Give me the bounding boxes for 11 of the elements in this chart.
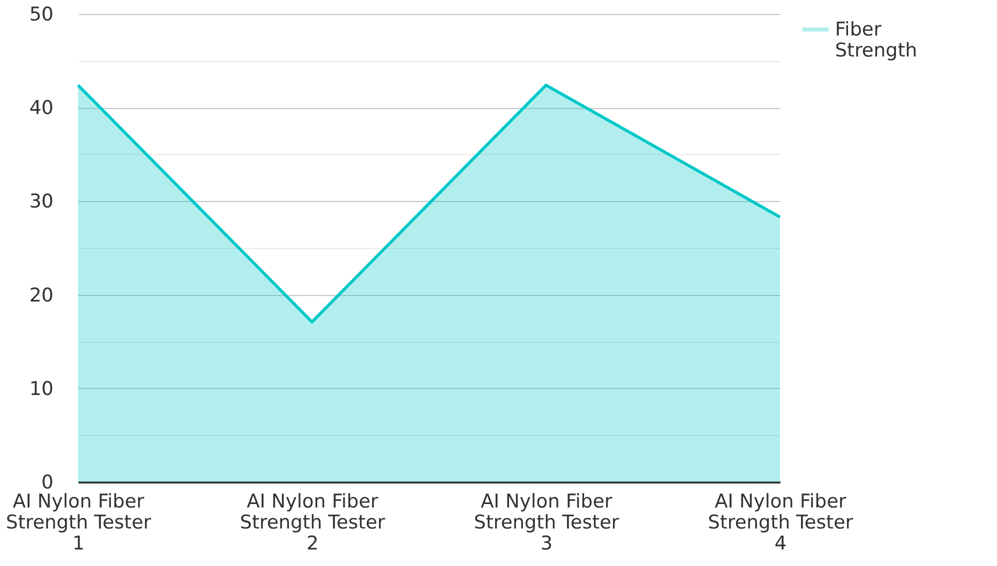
x-tick-label: AI Nylon Fiber Strength Tester 2 bbox=[240, 490, 386, 554]
x-tick-label: AI Nylon Fiber Strength Tester 1 bbox=[6, 490, 152, 554]
legend-label: Fiber Strength bbox=[835, 18, 918, 62]
y-tick-label: 20 bbox=[29, 284, 54, 306]
y-tick-label: 0 bbox=[41, 472, 54, 494]
y-tick-label: 40 bbox=[29, 97, 54, 120]
y-tick-label: 30 bbox=[29, 190, 54, 213]
x-tick-label: AI Nylon Fiber Strength Tester 3 bbox=[474, 490, 620, 554]
y-tick-label: 50 bbox=[29, 4, 54, 26]
y-tick-label: 10 bbox=[29, 378, 54, 400]
x-tick-label: AI Nylon Fiber Strength Tester 4 bbox=[708, 490, 854, 554]
